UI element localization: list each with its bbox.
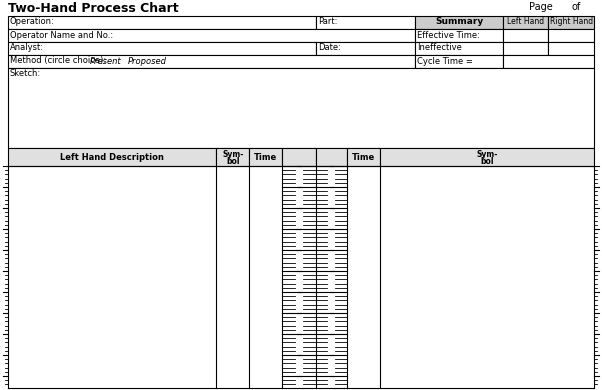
Text: Sketch:: Sketch: [10,69,41,78]
Text: Part:: Part: [318,18,337,27]
Bar [503,16,548,29]
Bar [548,29,594,42]
Bar [315,42,415,55]
Bar [315,16,415,29]
Text: Sym-: Sym- [476,150,498,159]
Text: Time: Time [254,152,278,161]
Bar [216,148,249,166]
Bar [8,16,315,29]
Text: bol: bol [226,157,240,166]
Text: Left Hand: Left Hand [507,18,544,27]
Text: Cycle Time =: Cycle Time = [417,57,473,66]
Text: Operation:: Operation: [10,18,55,27]
Text: Proposed: Proposed [128,57,167,66]
Text: Right Hand: Right Hand [550,18,593,27]
Text: Summary: Summary [435,18,483,27]
Bar [315,148,347,166]
Text: Sym-: Sym- [222,150,243,159]
Text: Method (circle choice):: Method (circle choice): [10,57,106,66]
Text: Analyst:: Analyst: [10,44,44,53]
Bar [8,55,415,68]
Text: Effective Time:: Effective Time: [417,30,480,39]
Bar [415,55,503,68]
Text: Left Hand Description: Left Hand Description [60,152,164,161]
Text: Two-Hand Process Chart: Two-Hand Process Chart [8,2,179,15]
Bar [415,16,503,29]
Bar [249,148,282,166]
Bar [282,148,315,166]
Bar [548,42,594,55]
Bar [503,55,594,68]
Bar [347,148,380,166]
Bar [380,148,594,166]
Bar [415,42,503,55]
Text: Ineffective: Ineffective [417,44,462,53]
Bar [8,148,216,166]
Bar [503,42,548,55]
Text: Present: Present [90,57,122,66]
Text: Time: Time [352,152,375,161]
Bar [8,29,415,42]
Text: of: of [572,2,582,12]
Bar [415,29,503,42]
Bar [503,29,548,42]
Text: Operator Name and No.:: Operator Name and No.: [10,30,113,39]
Text: Page: Page [529,2,553,12]
Bar [548,16,594,29]
Bar [8,68,594,148]
Text: bol: bol [480,157,494,166]
Bar [8,42,315,55]
Text: Date:: Date: [318,44,341,53]
